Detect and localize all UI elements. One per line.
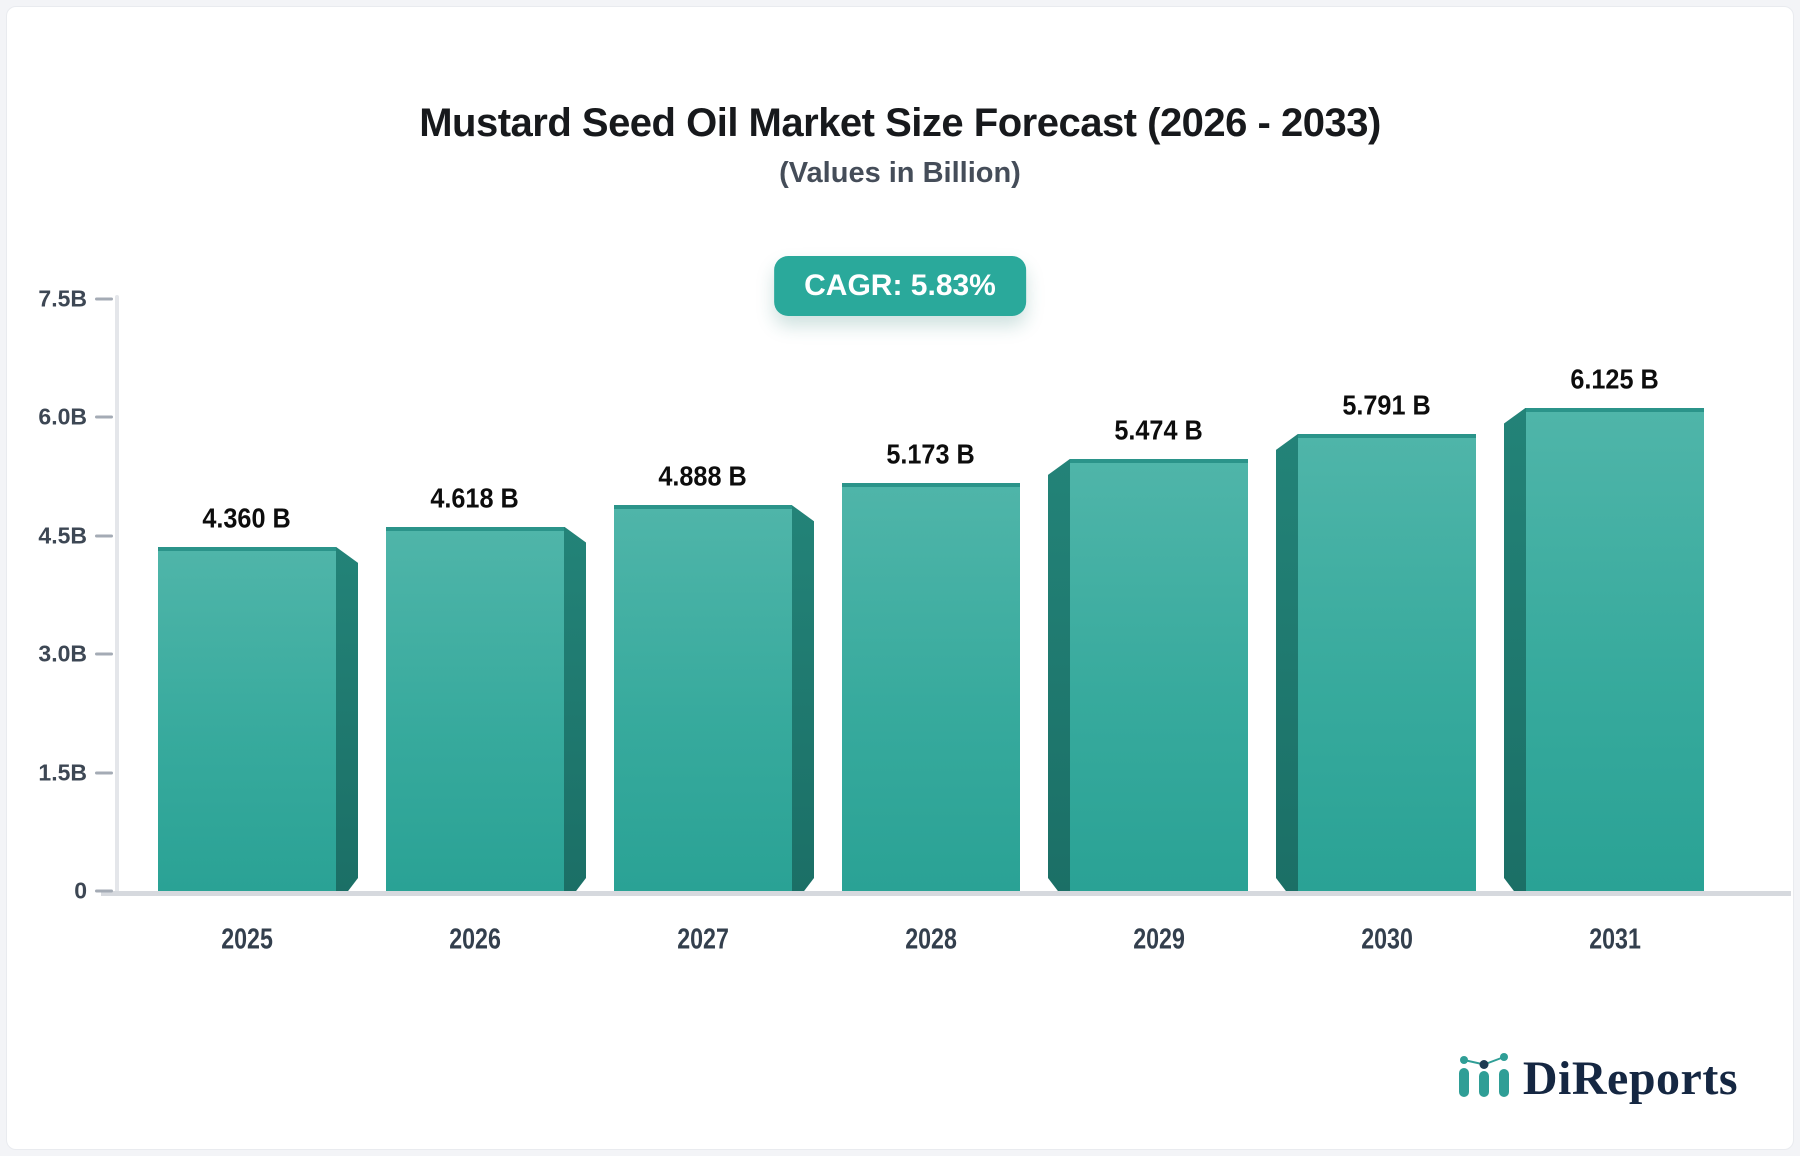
bar-2030[interactable] [1298,433,1476,891]
bar-face [1526,407,1704,891]
bar-slot-2029: 5.474 B [1045,299,1273,891]
x-axis-label-2030: 2030 [1361,923,1413,955]
bar-slot-2025: 4.360 B [133,299,361,891]
bar-3d-side [792,505,814,891]
bar-2027[interactable] [614,505,792,891]
y-axis-line [115,295,119,894]
y-tick-mark [95,889,113,893]
y-tick-label-7.5B: 7.5B [38,285,87,312]
bar-3d-side [336,547,358,891]
y-tick-label-4.5B: 4.5B [38,522,87,549]
bar-value-label-2028: 5.173 B [886,437,976,470]
y-tick-label-0: 0 [74,877,87,904]
x-axis-label-2025: 2025 [221,923,273,955]
y-tick-mark [95,297,113,301]
bar-slot-2031: 6.125 B [1501,299,1729,891]
bar-value-label-2025: 4.360 B [202,501,292,534]
bar-slot-2030: 5.791 B [1273,299,1501,891]
x-axis-baseline [101,891,1791,896]
direports-logo: DiReports [1453,1047,1738,1103]
bar-2025[interactable] [158,546,336,891]
plot-area: 0 1.5B 3.0B 4.5B 6.0B 7.5B 4.360 B 4.618 B 4.88… [7,286,1800,999]
bar-value-label-2030: 5.791 B [1342,388,1432,421]
y-tick-label-1.5B: 1.5B [38,759,87,786]
bar-2026[interactable] [386,526,564,891]
bar-face [158,546,336,891]
y-tick-label-6.0B: 6.0B [38,403,87,430]
bar-value-label-2027: 4.888 B [658,460,748,493]
chart-subtitle: (Values in Billion) [779,157,1021,189]
chart-card: Mustard Seed Oil Market Size Forecast (2… [6,6,1794,1150]
x-axis-labels: 2025 2026 2027 2028 2029 2030 2031 [133,923,1729,955]
bar-face [386,526,564,891]
x-axis-label-2031: 2031 [1589,923,1641,955]
bar-slot-2028: 5.173 B [817,299,1045,891]
bar-slot-2027: 4.888 B [589,299,817,891]
bar-3d-side [1504,408,1526,892]
bar-3d-side [1048,459,1070,891]
bar-face [614,505,792,891]
bar-2029[interactable] [1070,458,1248,891]
bar-value-label-2031: 6.125 B [1570,362,1660,395]
x-axis-label-2027: 2027 [677,923,729,955]
cagr-badge: CAGR: 5.83% [774,256,1026,316]
direports-logo-text: DiReports [1522,1052,1738,1105]
bar-face [1298,433,1476,891]
chart-title: Mustard Seed Oil Market Size Forecast (2… [419,101,1381,145]
y-tick-mark [95,415,113,419]
direports-logo-icon [1458,1053,1509,1097]
bar-slot-2026: 4.618 B [361,299,589,891]
y-tick-mark [95,652,113,656]
bar-2031[interactable] [1526,407,1704,891]
bar-3d-side [1276,434,1298,891]
x-axis-label-2029: 2029 [1133,923,1185,955]
bar-face [1070,458,1248,891]
x-axis-label-2028: 2028 [905,923,957,955]
y-tick-label-3.0B: 3.0B [38,640,87,667]
bars-row: 4.360 B 4.618 B 4.888 B 5.173 B 5.474 B 5.791… [133,299,1729,891]
x-axis-label-2026: 2026 [449,923,501,955]
bar-3d-side [564,527,586,892]
bar-value-label-2026: 4.618 B [430,481,520,514]
bar-face [842,482,1020,891]
bar-2028[interactable] [842,482,1020,891]
bar-value-label-2029: 5.474 B [1114,413,1204,446]
y-tick-mark [95,534,113,538]
y-tick-mark [95,771,113,775]
